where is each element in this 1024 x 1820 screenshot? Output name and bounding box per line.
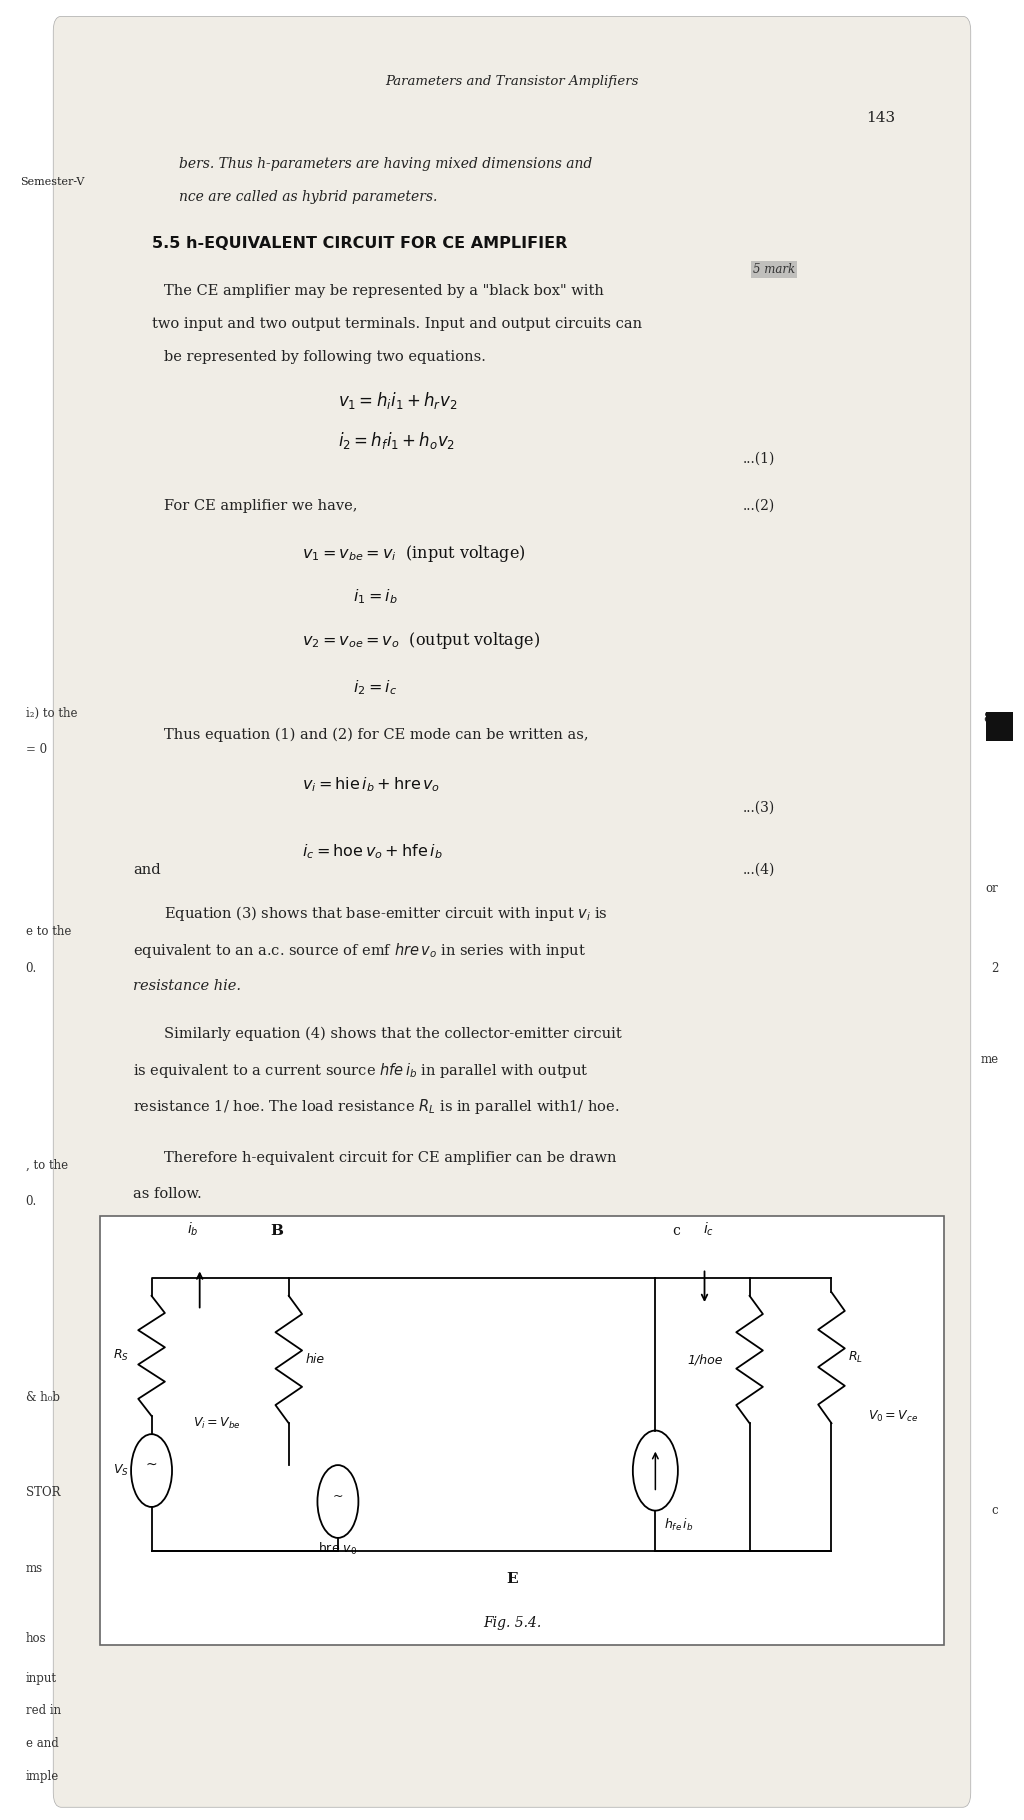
Text: 5 mark: 5 mark	[753, 262, 795, 277]
Text: ...(1): ...(1)	[742, 451, 775, 466]
Text: ...(3): ...(3)	[742, 801, 774, 815]
Text: The CE amplifier may be represented by a "black box" with: The CE amplifier may be represented by a…	[164, 284, 604, 298]
Text: $R_L$: $R_L$	[848, 1350, 863, 1365]
Text: Fig. 5.4.: Fig. 5.4.	[483, 1616, 541, 1631]
Text: or: or	[986, 881, 998, 895]
Text: hie: hie	[305, 1352, 325, 1367]
Text: $i_b$: $i_b$	[186, 1219, 199, 1238]
Text: equivalent to an a.c. source of emf $hre\, v_o$ in series with input: equivalent to an a.c. source of emf $hre…	[133, 941, 586, 959]
Text: resistance 1/ hoe. The load resistance $R_L$ is in parallel with1/ hoe.: resistance 1/ hoe. The load resistance $…	[133, 1097, 620, 1116]
Text: 0.: 0.	[26, 1194, 37, 1208]
Text: is equivalent to a current source $hfe\, i_b$ in parallel with output: is equivalent to a current source $hfe\,…	[133, 1061, 589, 1079]
Text: red in: red in	[26, 1704, 60, 1718]
Text: me: me	[980, 1052, 998, 1067]
Text: $i_1 = i_b$: $i_1 = i_b$	[353, 588, 398, 606]
FancyBboxPatch shape	[986, 712, 1013, 741]
Text: & h₀b: & h₀b	[26, 1390, 59, 1405]
Text: ~: ~	[333, 1489, 343, 1503]
Text: c: c	[992, 1503, 998, 1518]
Text: Similarly equation (4) shows that the collector-emitter circuit: Similarly equation (4) shows that the co…	[164, 1026, 622, 1041]
Text: nce are called as hybrid parameters.: nce are called as hybrid parameters.	[179, 189, 437, 204]
Text: ms: ms	[26, 1562, 43, 1576]
Text: $v_2 = v_{oe} = v_o$  (output voltage): $v_2 = v_{oe} = v_o$ (output voltage)	[302, 630, 540, 652]
Text: $v_i = \mathrm{hie}\, i_b + \mathrm{hre}\, v_o$: $v_i = \mathrm{hie}\, i_b + \mathrm{hre}…	[302, 775, 440, 794]
Text: Thus equation (1) and (2) for CE mode can be written as,: Thus equation (1) and (2) for CE mode ca…	[164, 728, 589, 743]
Text: and: and	[133, 863, 161, 877]
Text: $V_0 = V_{ce}$: $V_0 = V_{ce}$	[868, 1409, 919, 1423]
FancyBboxPatch shape	[53, 16, 971, 1807]
Text: input: input	[26, 1671, 56, 1685]
Text: two input and two output terminals. Input and output circuits can: two input and two output terminals. Inpu…	[152, 317, 642, 331]
Text: ...(4): ...(4)	[742, 863, 775, 877]
Text: $v_1 = v_{be} = v_i$  (input voltage): $v_1 = v_{be} = v_i$ (input voltage)	[302, 542, 525, 564]
Text: $R_S$: $R_S$	[113, 1349, 129, 1363]
Text: $V_i = V_{be}$: $V_i = V_{be}$	[194, 1416, 241, 1431]
Text: e and: e and	[26, 1736, 58, 1751]
Text: B: B	[270, 1223, 283, 1238]
Text: hos: hos	[26, 1631, 46, 1645]
Text: $V_S$: $V_S$	[113, 1463, 129, 1478]
Text: bers. Thus h-parameters are having mixed dimensions and: bers. Thus h-parameters are having mixed…	[179, 157, 593, 171]
Text: e to the: e to the	[26, 925, 71, 939]
Text: Equation (3) shows that base-emitter circuit with input $v_i$ is: Equation (3) shows that base-emitter cir…	[164, 905, 607, 923]
Text: be represented by following two equations.: be represented by following two equation…	[164, 349, 485, 364]
Text: 1/hoe: 1/hoe	[687, 1352, 723, 1367]
Text: 0.: 0.	[26, 961, 37, 976]
Text: $i_2 = i_c$: $i_2 = i_c$	[353, 679, 397, 697]
Text: i₂) to the: i₂) to the	[26, 706, 77, 721]
Text: Parameters and Transistor Amplifiers: Parameters and Transistor Amplifiers	[385, 75, 639, 89]
Text: hre $v_0$: hre $v_0$	[318, 1542, 357, 1556]
Text: Therefore h-equivalent circuit for CE amplifier can be drawn: Therefore h-equivalent circuit for CE am…	[164, 1150, 616, 1165]
Text: 143: 143	[866, 111, 895, 126]
Text: Semester-V: Semester-V	[20, 177, 85, 187]
Text: E: E	[506, 1572, 518, 1587]
Text: $i_2 = h_f i_1 + h_o v_2$: $i_2 = h_f i_1 + h_o v_2$	[338, 430, 455, 451]
Text: $i_c = \mathrm{hoe}\, v_o + \mathrm{hfe}\, i_b$: $i_c = \mathrm{hoe}\, v_o + \mathrm{hfe}…	[302, 843, 442, 861]
Text: $v_1 = h_i i_1 + h_r v_2$: $v_1 = h_i i_1 + h_r v_2$	[338, 389, 457, 411]
FancyBboxPatch shape	[100, 1216, 944, 1645]
Text: For CE amplifier we have,: For CE amplifier we have,	[164, 499, 357, 513]
Text: as follow.: as follow.	[133, 1187, 202, 1201]
Text: , to the: , to the	[26, 1158, 68, 1172]
Text: $h_{fe}\, i_b$: $h_{fe}\, i_b$	[664, 1518, 693, 1532]
Text: resistance hie.: resistance hie.	[133, 979, 241, 994]
Text: imple: imple	[26, 1769, 58, 1784]
Text: 80: 80	[983, 712, 998, 726]
Text: c: c	[672, 1223, 680, 1238]
Text: 2: 2	[991, 961, 998, 976]
Text: STOR: STOR	[26, 1485, 60, 1500]
Text: 5.5 h-EQUIVALENT CIRCUIT FOR CE AMPLIFIER: 5.5 h-EQUIVALENT CIRCUIT FOR CE AMPLIFIE…	[152, 237, 567, 251]
Text: ...(2): ...(2)	[742, 499, 774, 513]
Text: ~: ~	[145, 1458, 158, 1472]
Text: $i_c$: $i_c$	[703, 1219, 714, 1238]
Text: = 0: = 0	[26, 743, 47, 757]
